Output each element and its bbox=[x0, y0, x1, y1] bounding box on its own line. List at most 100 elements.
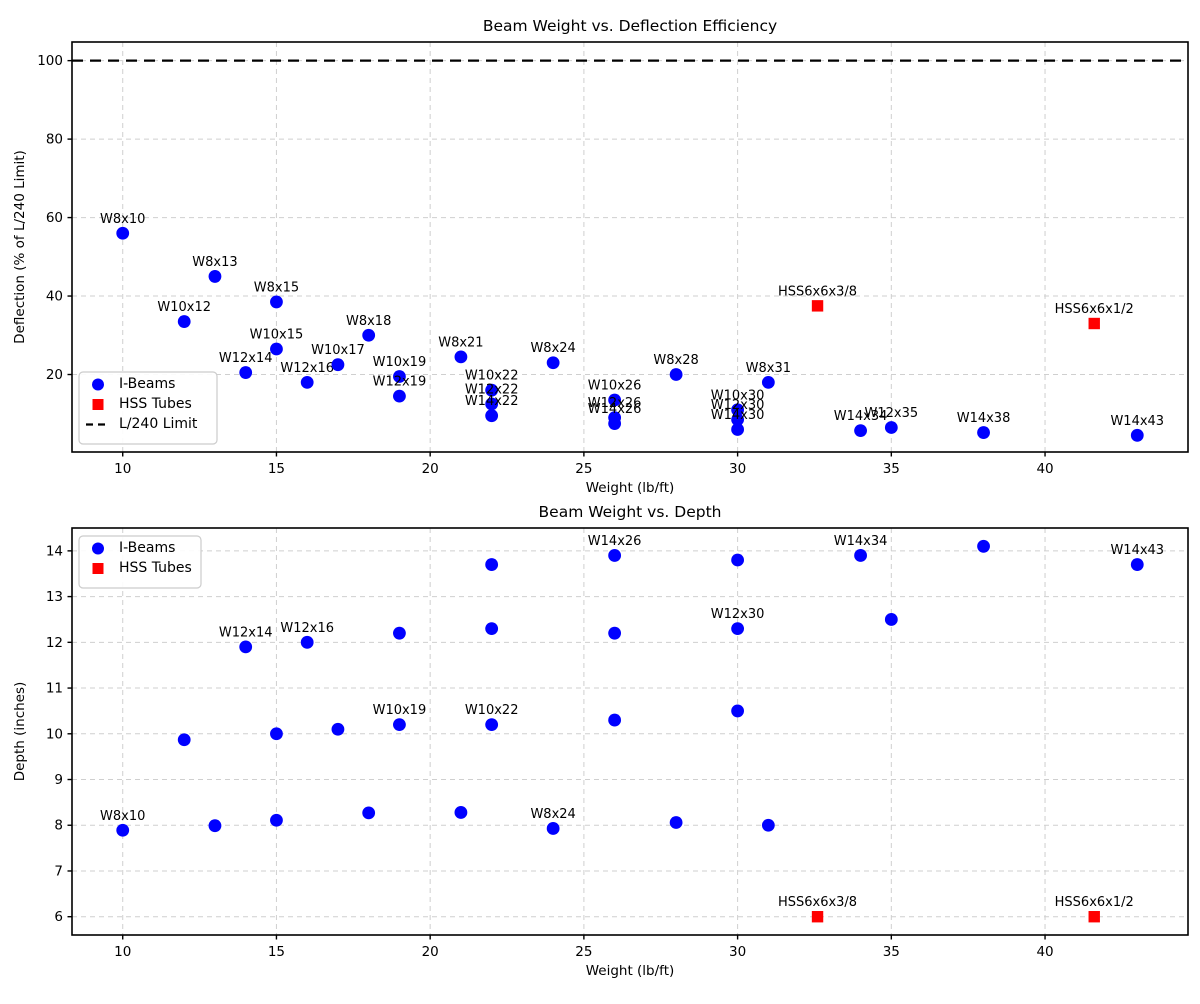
scatter-point-ibeam bbox=[485, 383, 499, 397]
scatter-point-ibeam bbox=[393, 718, 406, 732]
scatter-point-ibeam bbox=[270, 727, 283, 741]
y-axis-label: Depth (inches) bbox=[12, 682, 28, 782]
x-tick-label: 15 bbox=[268, 461, 285, 477]
point-label: W14x43 bbox=[1110, 543, 1164, 558]
point-label: HSS6x6x1/2 bbox=[1055, 302, 1134, 317]
scatter-point-ibeam bbox=[116, 226, 130, 240]
point-label: W10x19 bbox=[373, 703, 427, 718]
point-label: W14x30 bbox=[711, 408, 765, 423]
y-axis-label: Deflection (% of L/240 Limit) bbox=[12, 150, 28, 344]
scatter-point-ibeam bbox=[761, 375, 775, 389]
scatter-point-ibeam bbox=[239, 366, 253, 379]
scatter-point-ibeam bbox=[300, 635, 314, 649]
x-axis-label: Weight (lb/ft) bbox=[586, 480, 675, 496]
legend-entry-label: L/240 Limit bbox=[119, 416, 198, 432]
point-label: W10x22 bbox=[465, 703, 519, 718]
point-label: W14x43 bbox=[1110, 414, 1164, 429]
y-tick-label: 6 bbox=[54, 909, 63, 925]
scatter-point-ibeam bbox=[977, 539, 990, 553]
scatter-point-ibeam bbox=[546, 356, 560, 370]
scatter-point-hss bbox=[811, 300, 824, 312]
scatter-point-ibeam bbox=[884, 613, 898, 626]
chart-title: Beam Weight vs. Depth bbox=[539, 503, 722, 521]
point-label: W12x16 bbox=[280, 621, 334, 636]
scatter-point-hss bbox=[1088, 317, 1100, 330]
legend-entry-label: HSS Tubes bbox=[119, 560, 192, 576]
plot-border bbox=[71, 527, 1189, 936]
point-label: HSS6x6x3/8 bbox=[778, 895, 857, 910]
scatter-point-ibeam bbox=[331, 358, 345, 372]
plot-border bbox=[71, 41, 1189, 453]
point-label: W12x30 bbox=[711, 607, 765, 622]
scatter-point-ibeam bbox=[485, 409, 499, 423]
scatter-point-ibeam bbox=[1130, 428, 1144, 442]
scatter-point-ibeam bbox=[393, 626, 406, 640]
scatter-point-ibeam bbox=[270, 342, 283, 356]
subplot-2: W8x10 W12x14 W12x16 W10x19 W10x22 W8x24 W14x26… bbox=[12, 503, 1189, 979]
scatter-point-ibeam bbox=[1130, 558, 1144, 571]
scatter-point-ibeam bbox=[362, 806, 376, 820]
point-label: HSS6x6x1/2 bbox=[1055, 895, 1134, 910]
x-tick-label: 30 bbox=[729, 944, 746, 960]
scatter-point-ibeam bbox=[331, 722, 345, 736]
y-tick-label: 13 bbox=[46, 589, 63, 605]
y-tick-label: 60 bbox=[46, 210, 63, 226]
scatter-point-ibeam bbox=[546, 822, 560, 835]
point-label: W10x22 bbox=[465, 369, 519, 384]
scatter-point-ibeam bbox=[270, 295, 283, 309]
point-label: W12x22 bbox=[465, 382, 519, 397]
legend-marker-circle bbox=[92, 542, 104, 555]
y-tick-label: 14 bbox=[46, 543, 63, 559]
y-tick-label: 12 bbox=[46, 635, 63, 651]
point-label: W14x38 bbox=[957, 411, 1011, 426]
legend-box bbox=[78, 535, 202, 589]
scatter-point-ibeam bbox=[485, 397, 499, 411]
scatter-point-ibeam bbox=[454, 806, 468, 819]
point-label: W8x13 bbox=[192, 255, 237, 270]
scatter-point-ibeam bbox=[669, 368, 683, 381]
point-label: W8x28 bbox=[653, 353, 698, 368]
x-tick-label: 20 bbox=[422, 944, 439, 960]
y-tick-label: 40 bbox=[46, 289, 63, 305]
legend-entry-label: I-Beams bbox=[119, 540, 175, 556]
point-label: W8x24 bbox=[530, 807, 575, 822]
y-tick-label: 9 bbox=[54, 772, 63, 788]
point-label: W10x30 bbox=[711, 388, 765, 403]
point-label: W8x21 bbox=[438, 335, 483, 350]
scatter-point-ibeam bbox=[300, 375, 314, 389]
chart-title: Beam Weight vs. Deflection Efficiency bbox=[483, 17, 777, 35]
y-tick-label: 100 bbox=[37, 53, 63, 69]
point-label: W14x34 bbox=[834, 534, 888, 549]
legend-marker-square bbox=[92, 399, 104, 410]
x-tick-label: 10 bbox=[114, 461, 131, 477]
scatter-point-ibeam bbox=[362, 328, 376, 342]
x-tick-label: 35 bbox=[883, 944, 900, 960]
x-tick-label: 25 bbox=[575, 461, 592, 477]
point-label: W12x14 bbox=[219, 351, 273, 366]
point-label: W12x19 bbox=[373, 375, 427, 390]
scatter-point-ibeam bbox=[485, 622, 499, 636]
scatter-point-hss bbox=[1088, 911, 1100, 923]
scatter-point-ibeam bbox=[731, 704, 745, 718]
legend-entry-label: HSS Tubes bbox=[119, 396, 192, 412]
legend-box bbox=[78, 371, 218, 445]
x-tick-label: 35 bbox=[883, 461, 900, 477]
scatter-point-ibeam bbox=[208, 270, 222, 283]
point-label: W10x12 bbox=[157, 300, 211, 315]
scatter-point-ibeam bbox=[116, 823, 130, 837]
legend: I-Beams HSS Tubes L/240 Limit bbox=[78, 371, 218, 445]
point-label: W14x26 bbox=[588, 402, 642, 417]
scatter-point-ibeam bbox=[608, 549, 622, 562]
point-label: W8x10 bbox=[100, 809, 145, 824]
y-tick-label: 11 bbox=[46, 681, 63, 697]
scatter-point-ibeam bbox=[608, 393, 622, 407]
scatter-point-ibeam bbox=[731, 403, 745, 417]
scatter-point-ibeam bbox=[731, 553, 745, 567]
legend-entry-label: I-Beams bbox=[119, 376, 175, 392]
x-tick-label: 10 bbox=[114, 944, 131, 960]
legend-marker-circle bbox=[92, 378, 104, 391]
scatter-point-hss bbox=[811, 911, 824, 923]
y-tick-label: 8 bbox=[54, 818, 63, 834]
scatter-point-ibeam bbox=[454, 350, 468, 364]
